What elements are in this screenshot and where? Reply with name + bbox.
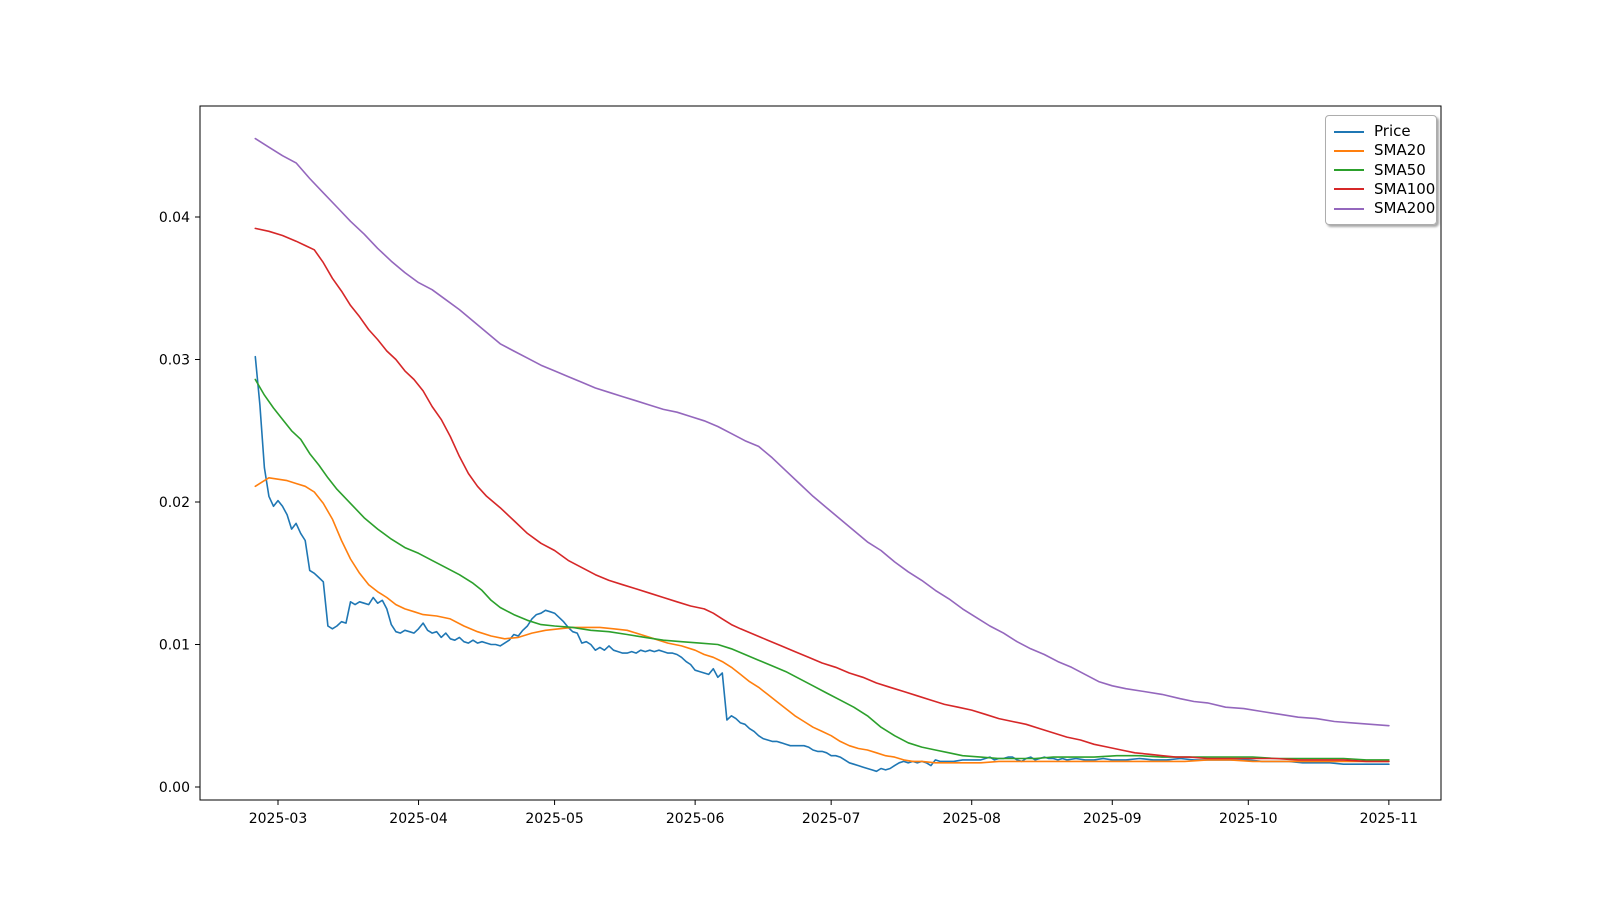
sma200-series-line: [254, 137, 1390, 727]
x-tick-label: 2025-09: [1083, 811, 1142, 827]
x-tick-label: 2025-07: [802, 811, 861, 827]
x-tick-label: 2025-03: [249, 811, 308, 827]
legend-line-swatch: [1334, 188, 1364, 191]
legend-label: SMA50: [1374, 160, 1426, 179]
x-tick-label: 2025-05: [525, 811, 584, 827]
legend-line-swatch: [1334, 169, 1364, 171]
x-tick-label: 2025-04: [389, 811, 448, 827]
x-tick-label: 2025-08: [942, 811, 1001, 827]
x-tick-label: 2025-06: [666, 811, 725, 827]
legend-line-swatch: [1334, 149, 1364, 152]
sma50-series-line: [254, 378, 1390, 761]
legend-label: SMA100: [1374, 179, 1436, 198]
x-tick-label: 2025-10: [1219, 811, 1278, 827]
y-tick-label: 0.04: [159, 210, 190, 226]
plot-border: [199, 105, 1442, 801]
legend-label: Price: [1374, 122, 1411, 140]
legend-item-sma50: SMA50: [1334, 162, 1428, 179]
legend-item-sma100: SMA100: [1334, 181, 1435, 198]
legend-label: SMA200: [1374, 199, 1436, 217]
price-series-line: [254, 355, 1390, 773]
legend-item-sma200: SMA200: [1334, 200, 1435, 217]
y-tick-label: 0.03: [159, 353, 190, 369]
y-tick-label: 0.01: [159, 638, 190, 654]
y-tick-label: 0.02: [159, 495, 190, 511]
sma20-series-line: [254, 476, 1390, 764]
sma100-series-line: [254, 227, 1390, 763]
legend-label: SMA20: [1374, 141, 1426, 160]
legend-item-sma20: SMA20: [1334, 142, 1428, 159]
x-tick-label: 2025-11: [1360, 811, 1419, 827]
y-tick-label: 0.00: [159, 780, 190, 796]
legend-item-price: Price: [1334, 123, 1428, 140]
chart-legend: Price SMA20 SMA50 SMA100 SMA200: [1325, 115, 1437, 225]
legend-line-swatch: [1334, 130, 1364, 133]
legend-line-swatch: [1334, 207, 1364, 210]
